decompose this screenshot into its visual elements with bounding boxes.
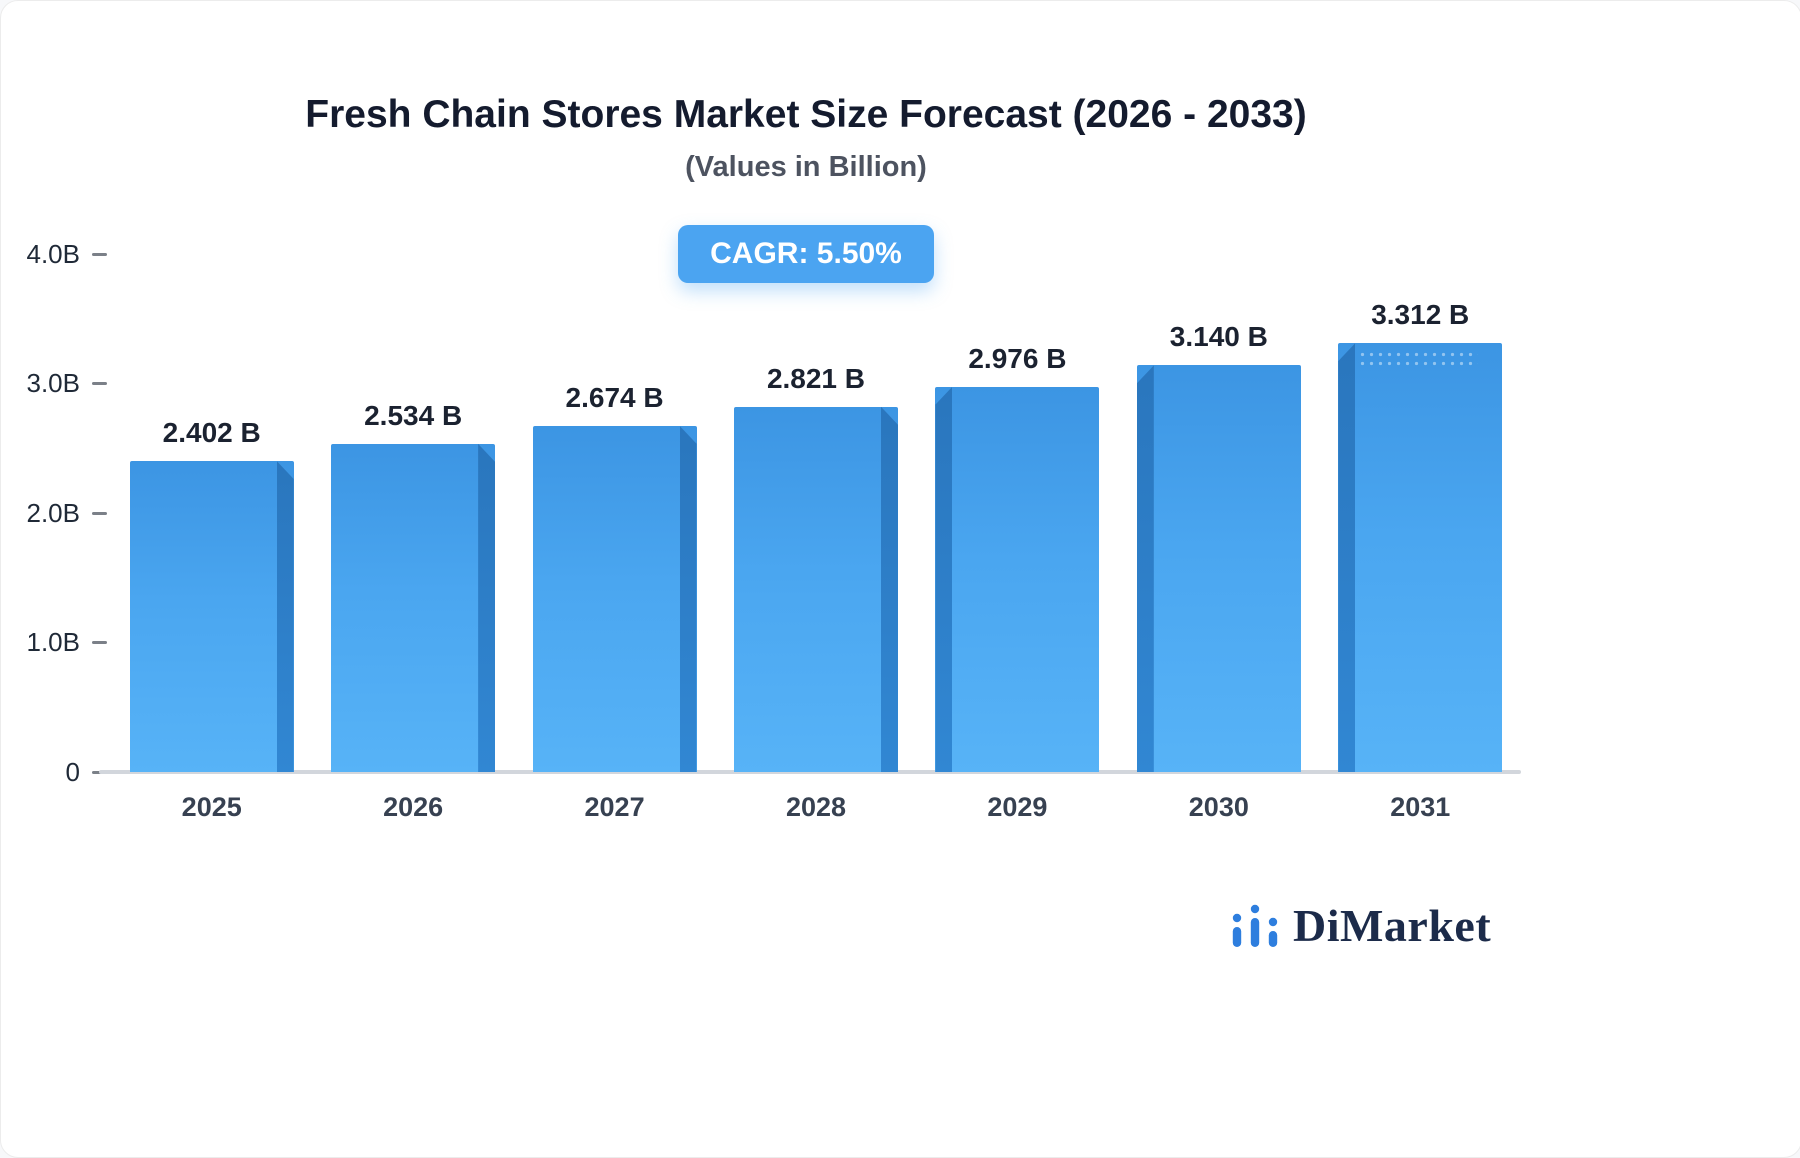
chart-title: Fresh Chain Stores Market Size Forecast … <box>305 93 1307 136</box>
chart-plot-area: 4.0B 3.0B 2.0B 1.0B 0 2.402 B 2025 2.534 B 2026… <box>1 239 1621 822</box>
x-axis-label: 2030 <box>1188 792 1249 822</box>
bar-group-2031: 3.312 B 2031 <box>1320 254 1521 822</box>
y-axis-tick: 3.0B <box>1 368 107 398</box>
x-axis-label: 2025 <box>181 792 242 822</box>
bar-2025[interactable] <box>129 460 294 772</box>
y-axis-tick-label: 1.0B <box>26 627 81 657</box>
bar-group-2025: 2.402 B 2025 <box>111 254 312 822</box>
y-axis-tick-mark <box>92 382 107 385</box>
bar-group-2026: 2.534 B 2026 <box>312 254 513 822</box>
bar-group-2027: 2.674 B 2027 <box>514 254 715 822</box>
bar-2027[interactable] <box>532 425 697 772</box>
bar-value-label: 3.140 B <box>1169 321 1268 353</box>
dimarket-logo: DiMarket <box>1229 899 1491 952</box>
bar-2029[interactable] <box>935 386 1100 772</box>
x-axis-label: 2031 <box>1390 792 1451 822</box>
dimarket-logo-icon <box>1232 904 1278 947</box>
y-axis-tick-mark <box>92 252 107 256</box>
plot-region: 2.402 B 2025 2.534 B 2026 2.674 B 2027 2.821 B… <box>99 254 1521 822</box>
bar-value-label: 2.976 B <box>968 342 1067 374</box>
x-axis-baseline <box>99 770 1521 774</box>
bar-value-label: 2.402 B <box>162 416 261 448</box>
bar-group-2029: 2.976 B 2029 <box>917 254 1118 822</box>
x-axis-label: 2028 <box>785 792 847 822</box>
y-axis-tick-label: 2.0B <box>26 497 81 528</box>
bars-container: 2.402 B 2025 2.534 B 2026 2.674 B 2027 2.821 B… <box>111 254 1521 822</box>
bar-value-label: 2.534 B <box>364 399 463 431</box>
chart-subtitle: (Values in Billion) <box>685 151 927 183</box>
y-axis-tick-label: 3.0B <box>26 368 81 398</box>
y-axis-tick-mark <box>92 511 107 515</box>
bar-value-label: 3.312 B <box>1371 299 1470 331</box>
bar-group-2030: 3.140 B 2030 <box>1118 254 1319 822</box>
x-axis-label: 2027 <box>584 792 645 822</box>
bar-value-label: 2.674 B <box>565 381 664 413</box>
y-axis-tick: 4.0B <box>1 238 107 269</box>
cagr-badge-container: CAGR: 5.50% <box>1 225 1611 283</box>
bar-2030[interactable] <box>1136 365 1301 772</box>
bar-2031[interactable] <box>1338 343 1503 772</box>
bar-2028[interactable] <box>733 406 898 772</box>
y-axis: 4.0B 3.0B 2.0B 1.0B 0 <box>1 239 111 787</box>
y-axis-tick-label: 4.0B <box>26 238 81 269</box>
y-axis-tick-label: 0 <box>65 756 80 787</box>
bar-group-2028: 2.821 B 2028 <box>715 254 916 822</box>
y-axis-tick: 0 <box>1 756 107 787</box>
cagr-badge: CAGR: 5.50% <box>678 225 934 283</box>
x-axis-label: 2026 <box>383 792 444 822</box>
x-axis-label: 2029 <box>987 792 1048 822</box>
bar-value-label: 2.821 B <box>766 362 866 394</box>
dimarket-logo-text: DiMarket <box>1293 900 1492 951</box>
y-axis-tick: 2.0B <box>1 497 107 528</box>
y-axis-tick: 1.0B <box>1 627 107 657</box>
bar-2026[interactable] <box>331 443 496 772</box>
y-axis-tick-mark <box>92 641 107 644</box>
